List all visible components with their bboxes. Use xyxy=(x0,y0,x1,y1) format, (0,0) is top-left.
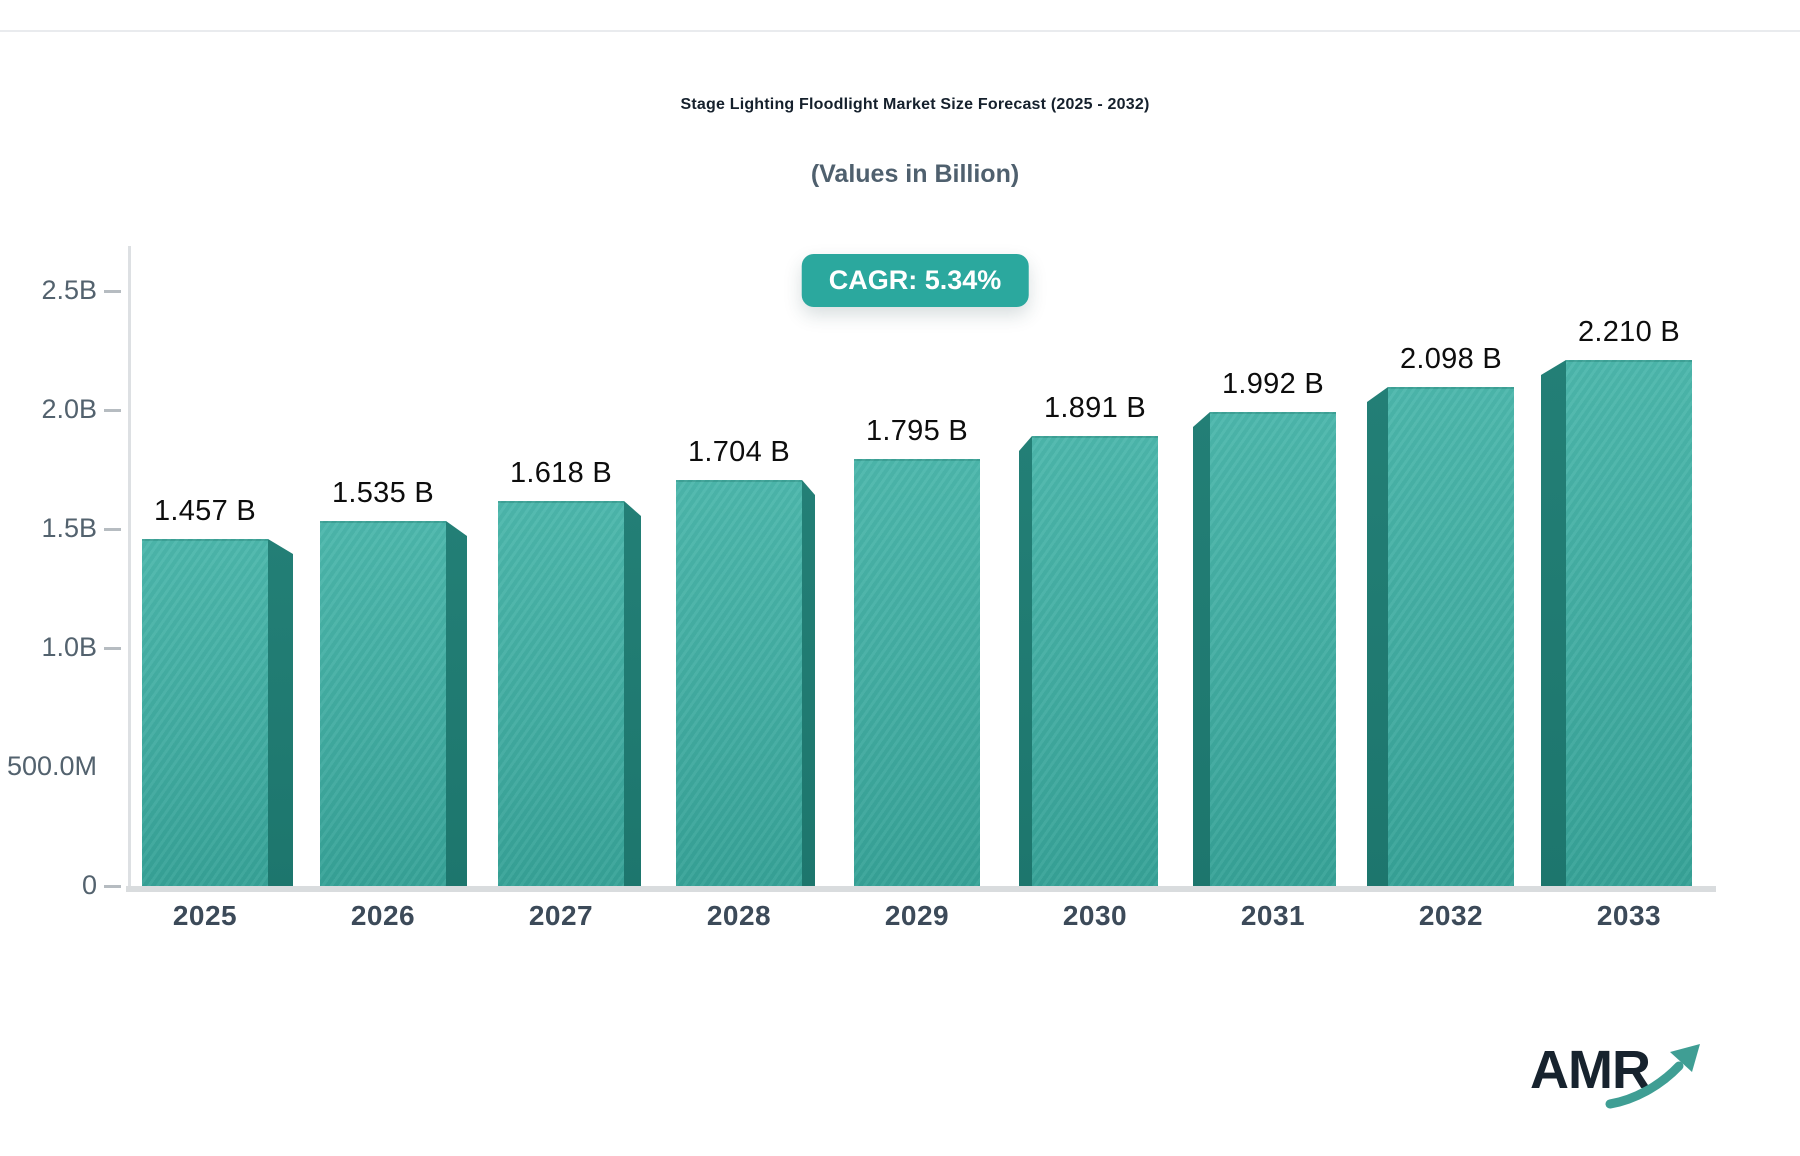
bar xyxy=(1210,412,1336,890)
x-tick-label: 2027 xyxy=(528,900,594,931)
y-axis-line xyxy=(128,246,131,889)
bar-value-label: 2.210 B xyxy=(1577,316,1681,348)
x-tick-label: 2031 xyxy=(1240,900,1306,931)
bar-3d-side xyxy=(1367,387,1388,890)
y-tick-dash xyxy=(104,290,121,293)
y-tick-label: 2.5B xyxy=(41,275,97,305)
x-tick-label: 2033 xyxy=(1596,900,1662,931)
bar-3d-side xyxy=(1193,412,1210,890)
y-tick-label: 500.0M xyxy=(6,751,97,781)
x-tick-label: 2029 xyxy=(884,900,950,931)
bar xyxy=(854,459,980,890)
bar-value-label: 1.795 B xyxy=(865,415,969,447)
y-tick-label: 1.0B xyxy=(41,632,97,662)
amr-logo: AMR xyxy=(1530,1040,1700,1109)
bar-3d-side xyxy=(802,480,815,890)
x-tick-label: 2025 xyxy=(172,900,238,931)
bar xyxy=(498,501,624,890)
y-tick-dash xyxy=(104,885,121,888)
bar xyxy=(1032,436,1158,890)
bar xyxy=(676,480,802,890)
x-tick-label: 2028 xyxy=(706,900,772,931)
bar-value-label: 1.535 B xyxy=(331,477,435,509)
bar-value-label: 1.704 B xyxy=(687,436,791,468)
y-tick-label: 0 xyxy=(81,870,97,900)
growth-arrow-icon xyxy=(1605,1061,1684,1109)
y-tick-dash xyxy=(104,647,121,650)
y-tick-dash xyxy=(104,409,121,412)
bar xyxy=(142,539,268,890)
top-border-line xyxy=(0,30,1800,32)
x-tick-label: 2032 xyxy=(1418,900,1484,931)
bar-value-label: 1.891 B xyxy=(1043,392,1147,424)
cagr-badge: CAGR: 5.34% xyxy=(801,254,1029,307)
bar xyxy=(1388,387,1514,890)
bar-value-label: 1.457 B xyxy=(153,495,257,527)
bar-value-label: 1.618 B xyxy=(509,457,613,489)
bar-3d-side xyxy=(446,521,467,890)
chart-title: Stage Lighting Floodlight Market Size Fo… xyxy=(680,96,1150,113)
bar-3d-side xyxy=(1019,436,1032,890)
bar xyxy=(320,521,446,890)
bar xyxy=(1566,360,1692,890)
x-tick-label: 2026 xyxy=(350,900,416,931)
bar-value-label: 2.098 B xyxy=(1399,343,1503,375)
x-tick-label: 2030 xyxy=(1062,900,1128,931)
chart-subtitle: (Values in Billion) xyxy=(810,160,1020,188)
amr-logo-text: AMR xyxy=(1530,1040,1650,1100)
bar-value-label: 1.992 B xyxy=(1221,368,1325,400)
y-tick-label: 1.5B xyxy=(41,513,97,543)
y-tick-dash xyxy=(104,528,121,531)
bar-3d-side xyxy=(1541,360,1566,890)
bar-3d-side xyxy=(624,501,641,890)
x-axis-baseline xyxy=(126,886,1716,892)
bar-3d-side xyxy=(268,539,293,890)
y-tick-label: 2.0B xyxy=(41,394,97,424)
growth-arrow-head xyxy=(1670,1044,1700,1072)
